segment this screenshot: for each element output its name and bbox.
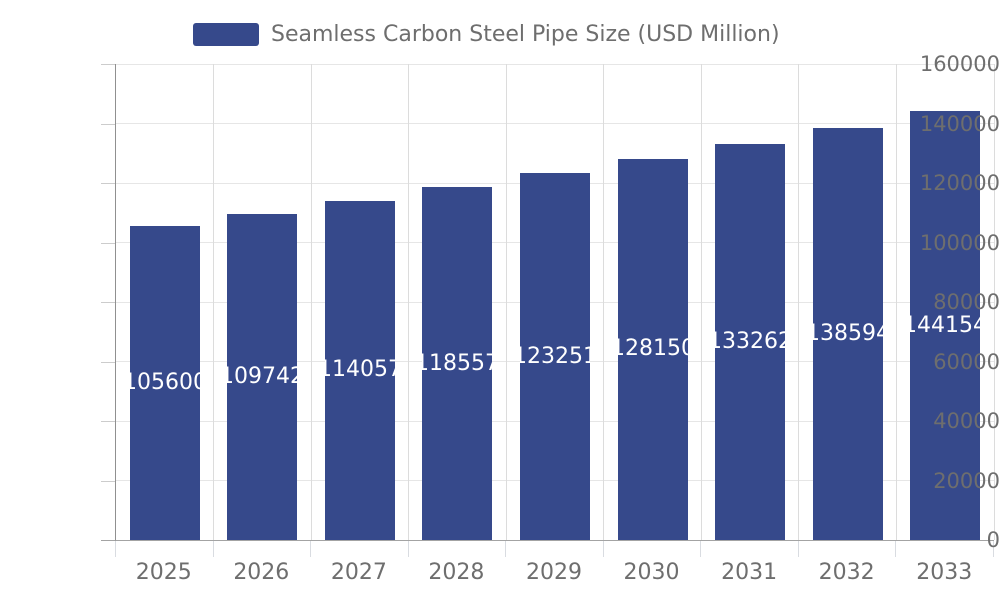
- y-tick-label: 140000: [919, 111, 1000, 136]
- bar-value-label: 133262: [715, 328, 785, 354]
- bar-value-label: 109742: [227, 363, 297, 389]
- y-tick-label: 0: [986, 528, 1000, 552]
- bar-value-label: 138594: [813, 320, 883, 346]
- bar[interactable]: 118557: [422, 187, 492, 540]
- gridline-vertical: [993, 64, 995, 540]
- x-axis-tick: [602, 541, 604, 557]
- bar-value-label: 128150: [618, 336, 688, 362]
- x-axis-tick: [115, 541, 116, 557]
- x-tick-label: 2030: [623, 560, 680, 585]
- legend-label: Seamless Carbon Steel Pipe Size (USD Mil…: [271, 22, 780, 47]
- x-tick-label: 2026: [233, 560, 290, 585]
- x-tick-label: 2033: [916, 560, 973, 585]
- y-tick-label: 100000: [919, 230, 1000, 255]
- x-tick-label: 2025: [135, 560, 192, 585]
- gridline-vertical: [505, 64, 507, 540]
- y-axis-tick: [101, 302, 115, 303]
- x-axis-tick: [505, 541, 507, 557]
- x-axis-tick: [993, 541, 994, 557]
- gridline-vertical: [213, 64, 215, 540]
- legend-swatch: [193, 23, 259, 46]
- chart-legend[interactable]: Seamless Carbon Steel Pipe Size (USD Mil…: [193, 22, 780, 47]
- gridline-vertical: [895, 64, 897, 540]
- x-tick-label: 2028: [428, 560, 485, 585]
- y-axis-tick: [101, 421, 115, 422]
- x-axis-line-extension: [101, 540, 115, 541]
- y-tick-label: 40000: [933, 409, 1000, 433]
- x-axis-tick: [700, 541, 702, 557]
- bar[interactable]: 128150: [618, 158, 688, 540]
- y-axis-tick: [101, 183, 115, 184]
- bar-value-label: 114057: [325, 357, 395, 383]
- y-axis-tick: [101, 123, 115, 125]
- y-tick-label: 60000: [933, 349, 1000, 374]
- bar-value-label: 105600: [130, 369, 200, 395]
- y-tick-label: 20000: [933, 468, 1000, 493]
- bar[interactable]: 138594: [813, 127, 883, 540]
- x-tick-label: 2027: [330, 560, 387, 585]
- y-tick-label: 80000: [933, 290, 1000, 314]
- bar[interactable]: 133262: [715, 143, 785, 540]
- x-axis-tick: [310, 541, 312, 557]
- bar[interactable]: 109742: [227, 213, 297, 540]
- x-axis-tick: [212, 541, 214, 557]
- bar[interactable]: 144154: [910, 111, 980, 540]
- x-tick-label: 2029: [525, 560, 582, 585]
- gridline-vertical: [798, 64, 800, 540]
- bar[interactable]: 105600: [130, 225, 200, 540]
- bar-value-label: 144154: [910, 312, 980, 338]
- x-axis-tick: [797, 541, 799, 557]
- y-axis-tick: [101, 64, 115, 65]
- x-tick-label: 2031: [721, 560, 778, 585]
- gridline-horizontal: [116, 123, 994, 124]
- gridline-horizontal: [116, 63, 994, 65]
- x-axis-tick: [895, 541, 897, 557]
- x-axis-tick: [407, 541, 409, 557]
- y-tick-label: 120000: [919, 171, 1000, 195]
- y-axis-tick: [101, 242, 115, 244]
- gridline-vertical: [408, 64, 410, 540]
- bar-value-label: 118557: [422, 350, 492, 376]
- y-tick-label: 160000: [919, 52, 1000, 76]
- x-tick-label: 2032: [818, 560, 875, 585]
- gridline-vertical: [700, 64, 702, 540]
- bar[interactable]: 114057: [325, 200, 395, 540]
- gridline-vertical: [603, 64, 605, 540]
- y-axis-tick: [101, 361, 115, 363]
- gridline-vertical: [310, 64, 312, 540]
- y-axis-tick: [101, 480, 115, 482]
